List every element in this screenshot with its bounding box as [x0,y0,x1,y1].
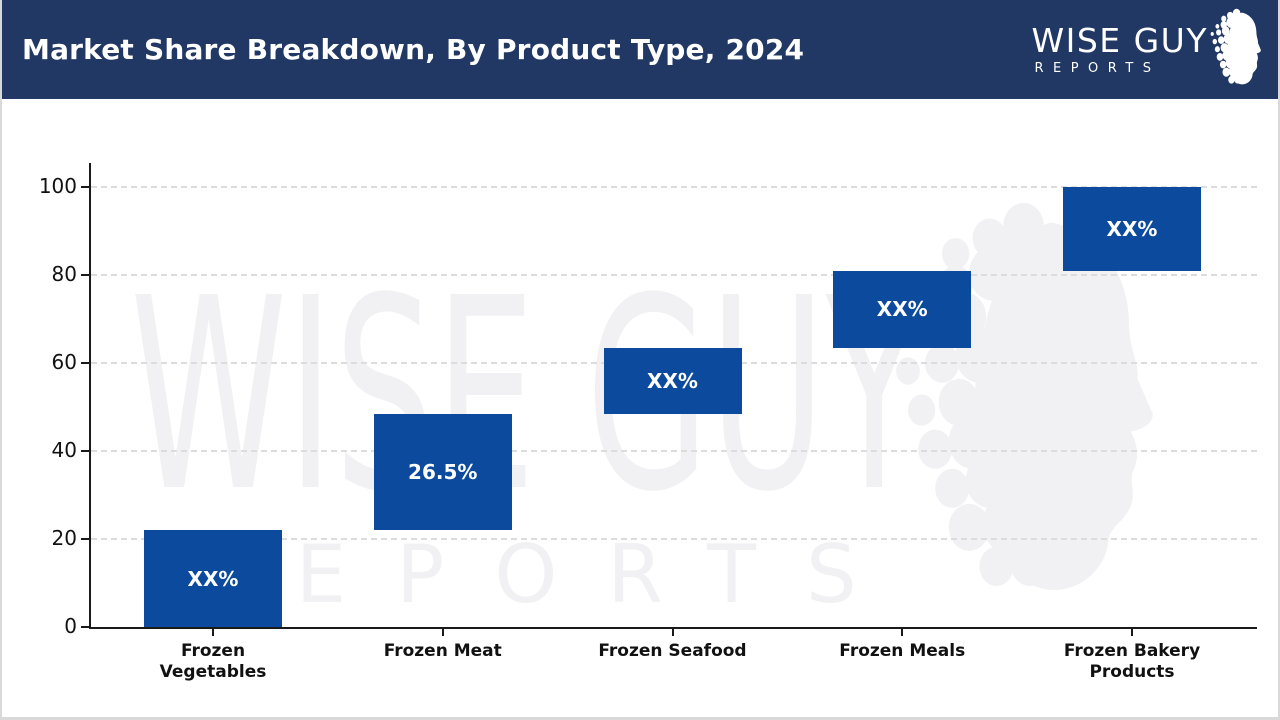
chart-title: Market Share Breakdown, By Product Type,… [22,33,805,66]
header: Market Share Breakdown, By Product Type,… [2,0,1278,99]
logo-tagline: REPORTS [1034,60,1161,76]
x-category-label: Frozen Bakery Products [1063,641,1201,683]
bar-value-label: XX% [187,566,239,591]
gridline [91,274,1257,276]
bar-value-label: XX% [647,368,698,393]
y-tick-label: 20 [51,526,77,550]
y-tick-label: 40 [51,438,77,462]
bar-value-label: XX% [1106,216,1158,241]
y-tick-mark [81,186,90,188]
x-tick-mark [212,629,214,636]
y-tick-mark [81,274,90,276]
x-category-label: Frozen Vegetables [159,641,267,683]
y-tick-label: 60 [51,350,77,374]
y-tick-mark [81,362,90,364]
waterfall-chart: WISE GUY REPORTS 0 20 40 60 80 100 XX% Frozen V… [2,99,1278,717]
waterfall-bar: XX% [144,530,282,627]
waterfall-bar: 26.5% [373,413,512,531]
watermark-text: WISE GUY [130,242,923,550]
x-category-label: Frozen Meals [839,641,966,661]
logo-wordmark-block: WISE GUY REPORTS [1031,24,1208,76]
y-tick-mark [81,538,90,540]
x-tick-mark [441,629,444,636]
logo-head-icon [1210,8,1261,84]
x-axis-line [89,627,1257,629]
waterfall-bar: XX% [1063,187,1201,271]
y-axis-line [89,163,91,629]
x-tick-mark [671,629,674,636]
y-tick-mark [81,626,90,628]
bar-value-label: XX% [876,297,928,322]
x-category-label: Frozen Meat [383,641,502,661]
y-tick-label: 0 [64,614,77,638]
y-tick-label: 100 [38,174,77,198]
watermark-subtext: REPORTS [190,528,907,621]
waterfall-bar: XX% [833,270,972,348]
y-tick-mark [81,450,90,452]
x-category-label: Frozen Seafood [598,641,747,661]
bar-value-label: 26.5% [408,459,478,484]
y-tick-label: 80 [51,262,77,286]
wise-guy-reports-logo: WISE GUY REPORTS [1031,8,1266,92]
logo-wordmark: WISE GUY [1031,20,1208,60]
waterfall-bar: XX% [603,347,742,414]
gridline [91,538,1257,540]
gridline [91,186,1257,188]
x-tick-mark [1131,629,1133,636]
gridline [91,450,1257,452]
x-tick-mark [901,629,904,636]
